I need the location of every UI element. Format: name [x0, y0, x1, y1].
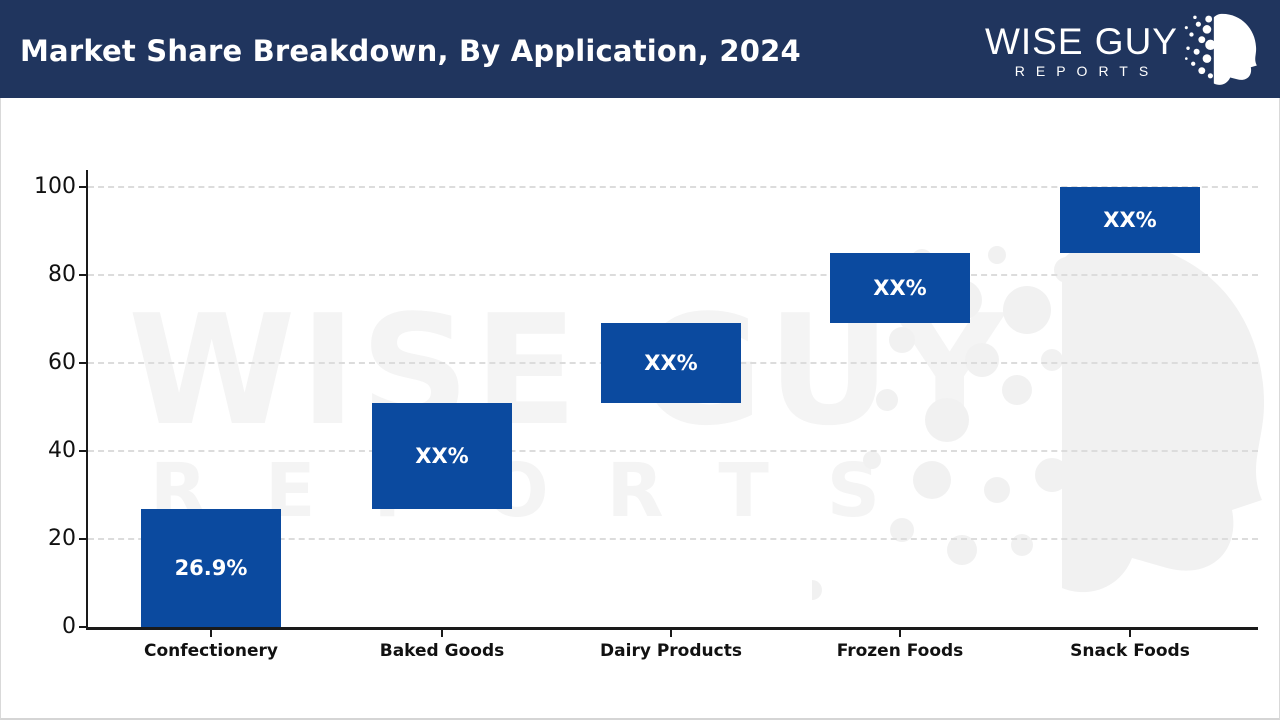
x-category-label: Frozen Foods: [836, 641, 964, 661]
x-category-label: Baked Goods: [379, 641, 505, 661]
bar-dairy-products: XX%: [601, 323, 741, 403]
gridline-100: [88, 186, 1258, 188]
bar-value-label: XX%: [873, 276, 927, 301]
x-axis-line: [86, 627, 1258, 630]
brand-subname: REPORTS: [1014, 62, 1160, 79]
x-tick: [441, 630, 443, 637]
bar-frozen-foods: XX%: [830, 253, 970, 324]
x-tick: [899, 630, 901, 637]
brand-name: WISE GUY: [984, 20, 1178, 62]
header-bar: Market Share Breakdown, By Application, …: [0, 0, 1280, 98]
y-tick-label: 0: [62, 614, 76, 639]
bar-value-label: XX%: [644, 350, 698, 375]
x-category-label: Confectionery: [144, 641, 278, 661]
y-tick: [79, 362, 88, 364]
x-tick: [670, 630, 672, 637]
bar-snack-foods: XX%: [1060, 187, 1200, 253]
y-tick-label: 40: [48, 438, 76, 463]
x-tick: [1129, 630, 1131, 637]
y-tick: [79, 186, 88, 188]
y-tick-label: 20: [48, 526, 76, 551]
brand-logo-text: WISE GUY REPORTS: [985, 23, 1178, 78]
y-tick: [79, 626, 88, 628]
bar-value-label: XX%: [1103, 208, 1157, 232]
y-tick: [79, 450, 88, 452]
brand-logo: WISE GUY REPORTS: [985, 6, 1262, 94]
y-tick-label: 80: [48, 262, 76, 287]
x-tick: [210, 630, 212, 637]
bar-value-label: XX%: [415, 443, 469, 468]
bar-value-label: 26.9%: [174, 555, 248, 580]
page-title: Market Share Breakdown, By Application, …: [20, 34, 801, 68]
bar-baked-goods: XX%: [372, 402, 512, 509]
y-tick: [79, 538, 88, 540]
y-tick-label: 60: [48, 350, 76, 375]
x-category-label: Snack Foods: [1070, 641, 1190, 661]
bar-confectionery: 26.9%: [141, 508, 281, 627]
y-tick-label: 100: [34, 174, 76, 199]
y-axis-line: [86, 170, 88, 627]
brand-head-icon: [1184, 13, 1257, 85]
gridline-20: [88, 538, 1258, 540]
gridline-80: [88, 274, 1258, 276]
y-tick: [79, 274, 88, 276]
gridline-40: [88, 450, 1258, 452]
x-category-label: Dairy Products: [600, 641, 742, 661]
